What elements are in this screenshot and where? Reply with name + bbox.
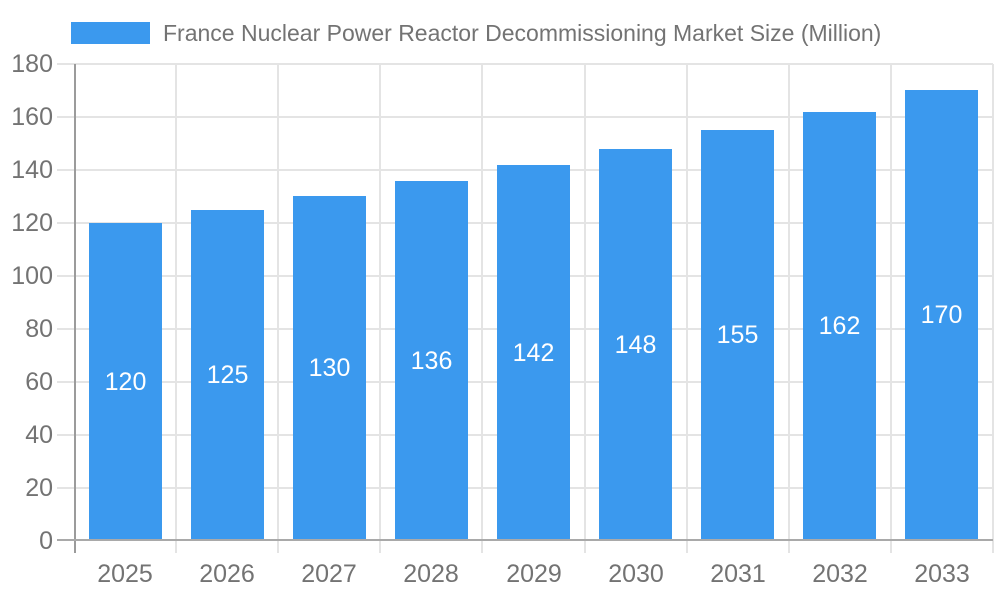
- x-tick-label: 2029: [506, 560, 562, 588]
- bar-value-label: 155: [716, 321, 759, 349]
- bar[interactable]: 136: [395, 181, 468, 541]
- y-tick-label: 120: [11, 209, 53, 237]
- bar[interactable]: 120: [89, 223, 162, 541]
- gridline-x: [686, 64, 688, 553]
- x-tick-label: 2031: [710, 560, 766, 588]
- bar-value-label: 120: [104, 367, 147, 396]
- plot-area: 120 125 130 136 142 148 155 162 170 2025 2026 2027 2…: [11, 51, 994, 587]
- bar-value-label: 170: [920, 301, 963, 329]
- legend-label: France Nuclear Power Reactor Decommissio…: [163, 20, 882, 46]
- gridline-x: [277, 64, 279, 553]
- legend: France Nuclear Power Reactor Decommissio…: [71, 20, 881, 46]
- x-tick-label: 2032: [812, 560, 868, 588]
- x-tick-label: 2030: [608, 560, 664, 588]
- gridline-x: [788, 64, 790, 553]
- y-tick-label: 80: [25, 315, 53, 343]
- gridline-x: [992, 64, 994, 553]
- bar-value-label: 136: [410, 346, 453, 375]
- gridline-x: [890, 64, 892, 553]
- bar-value-label: 142: [512, 338, 555, 367]
- bar-value-label: 130: [308, 354, 351, 382]
- y-tick-label: 20: [25, 474, 53, 502]
- x-tick-label: 2026: [199, 560, 255, 588]
- y-tick-label: 140: [11, 156, 53, 184]
- bar-value-label: 148: [614, 330, 657, 359]
- gridline-x: [175, 64, 177, 553]
- y-tick-label: 100: [11, 262, 53, 290]
- y-axis: [74, 64, 76, 553]
- gridline-y: [57, 116, 993, 118]
- bar[interactable]: 130: [293, 196, 366, 541]
- bar-value-label: 162: [818, 312, 861, 340]
- y-tick-label: 40: [25, 421, 53, 449]
- gridline-x: [481, 64, 483, 553]
- bar[interactable]: 142: [497, 165, 570, 541]
- gridline-y: [57, 63, 993, 65]
- x-tick-label: 2027: [301, 560, 357, 588]
- y-tick-label: 180: [11, 50, 53, 78]
- y-tick-label: 0: [39, 527, 53, 555]
- bar[interactable]: 125: [191, 210, 264, 541]
- bar-value-label: 125: [206, 361, 249, 389]
- x-tick-label: 2028: [403, 560, 459, 588]
- gridline-x: [379, 64, 381, 553]
- x-tick-label: 2025: [97, 560, 153, 588]
- bar[interactable]: 170: [905, 90, 978, 541]
- bar[interactable]: 148: [599, 149, 672, 541]
- x-axis: [57, 539, 993, 541]
- gridline-x: [584, 64, 586, 553]
- y-tick-label: 160: [11, 103, 53, 131]
- bar[interactable]: 162: [803, 112, 876, 541]
- legend-swatch: [71, 22, 150, 44]
- bar[interactable]: 155: [701, 130, 774, 541]
- x-tick-label: 2033: [914, 560, 970, 588]
- y-tick-label: 60: [25, 368, 53, 396]
